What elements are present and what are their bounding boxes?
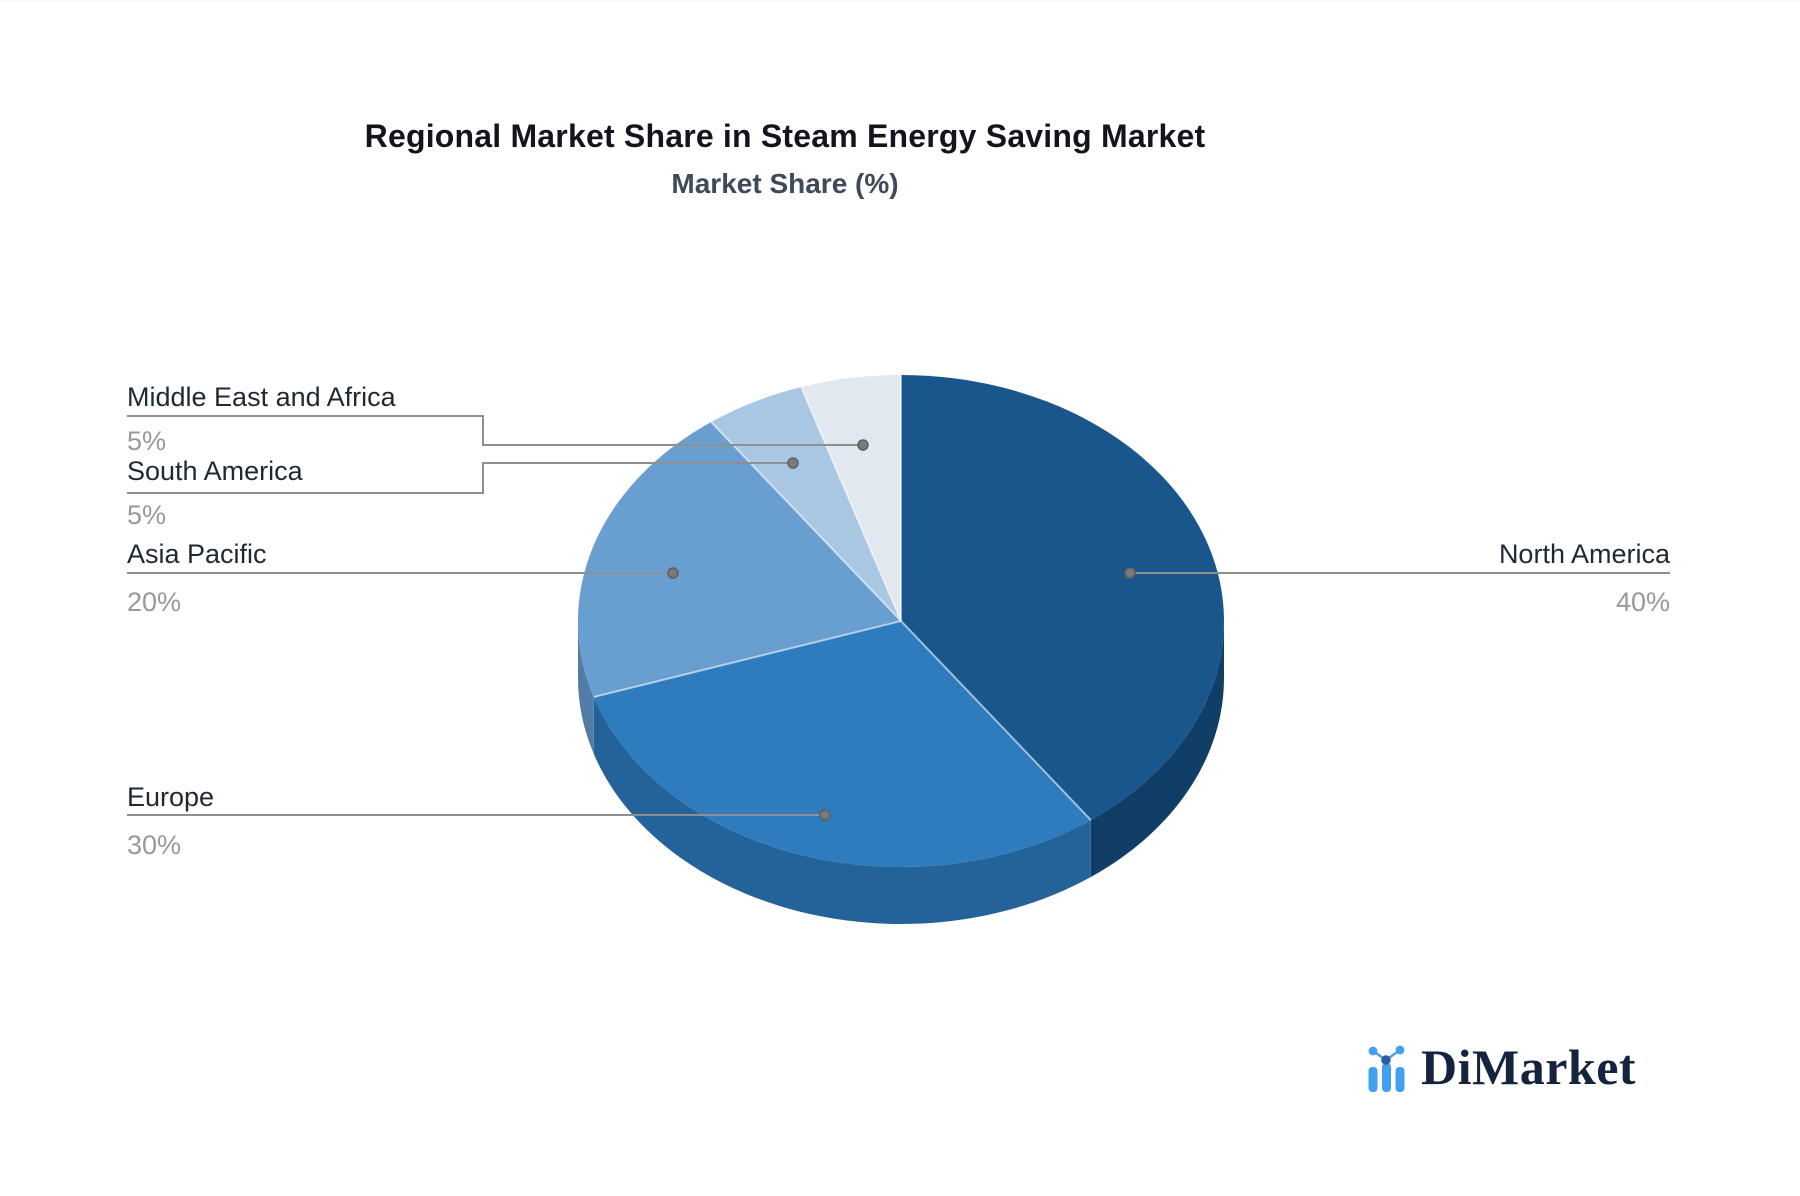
leader-dot <box>1124 567 1136 579</box>
pie-slice-side <box>1090 621 1224 878</box>
slice-value: 40% <box>1615 587 1670 618</box>
slice-value: 5% <box>127 500 167 531</box>
leader-dot <box>857 439 869 451</box>
page-top-edge <box>0 0 1800 2</box>
leader-dot <box>667 567 679 579</box>
slice-callout-middle-east-and-africa: Middle East and Africa 5% <box>127 381 396 458</box>
slice-callout-asia-pacific: Asia Pacific 20% <box>127 538 267 619</box>
slice-value: 5% <box>127 426 167 457</box>
leader-dot <box>787 457 799 469</box>
slice-label: Europe <box>127 782 215 812</box>
chart-title: Regional Market Share in Steam Energy Sa… <box>364 118 1206 154</box>
slice-separator <box>900 620 1092 821</box>
pie-slice-north-america <box>901 375 1224 821</box>
dimarket-logo: DiMarket <box>1363 1040 1636 1092</box>
logo-text: DiMarket <box>1421 1039 1637 1095</box>
slice-callout-europe: Europe 30% <box>127 781 214 862</box>
slice-label: South America <box>127 456 303 486</box>
slice-value: 30% <box>127 830 182 861</box>
pie-slice-side <box>593 697 1091 924</box>
leader-dot <box>819 809 831 821</box>
pie-slice-middle-east-and-africa <box>801 375 901 621</box>
chart-subtitle: Market Share (%) <box>671 168 899 199</box>
pie-slice-side <box>578 621 594 755</box>
bar-chart-logo-icon <box>1368 1045 1405 1092</box>
slice-callout-south-america: South America 5% <box>127 455 303 532</box>
slice-callout-north-america: North America 40% <box>1499 538 1670 619</box>
slice-separator <box>800 386 902 622</box>
leader-line <box>127 462 793 494</box>
leader-line <box>127 415 863 446</box>
slice-label: North America <box>1498 539 1670 569</box>
slice-label: Asia Pacific <box>127 539 267 569</box>
slice-value: 20% <box>127 587 182 618</box>
pie-slice-europe <box>593 621 1091 867</box>
pie-slice-asia-pacific <box>578 421 901 698</box>
slice-label: Middle East and Africa <box>127 382 396 412</box>
slice-separator <box>710 421 902 622</box>
slice-separator <box>593 620 902 698</box>
